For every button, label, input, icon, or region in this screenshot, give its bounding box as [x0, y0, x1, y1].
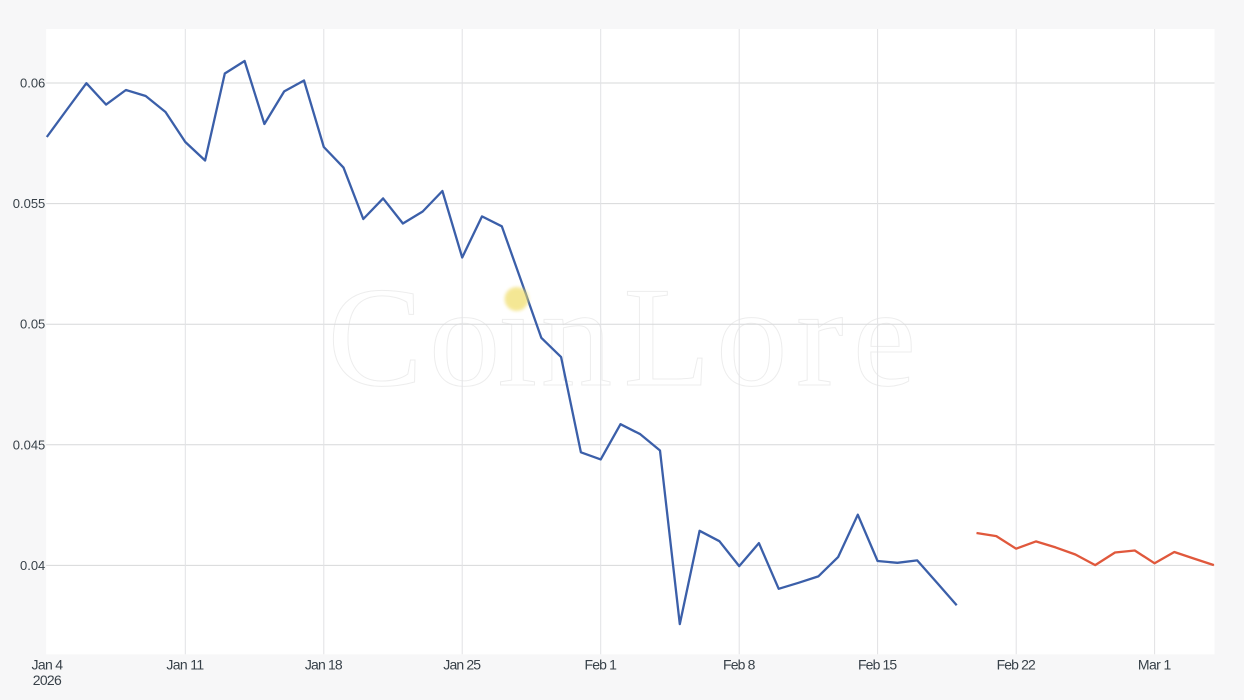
svg-text:0.055: 0.055 — [13, 196, 46, 211]
svg-text:0.06: 0.06 — [20, 76, 45, 91]
svg-text:Jan 18: Jan 18 — [305, 657, 343, 673]
svg-text:0.045: 0.045 — [13, 437, 46, 452]
svg-text:Mar 1: Mar 1 — [1138, 657, 1172, 673]
svg-text:Jan 25: Jan 25 — [443, 657, 481, 673]
svg-text:Feb 15: Feb 15 — [858, 657, 897, 673]
svg-text:Feb 8: Feb 8 — [723, 657, 756, 673]
svg-text:0.05: 0.05 — [20, 317, 45, 332]
svg-text:2026: 2026 — [33, 672, 62, 688]
svg-text:Feb 22: Feb 22 — [997, 657, 1036, 673]
svg-text:Feb 1: Feb 1 — [585, 657, 618, 673]
svg-text:0.04: 0.04 — [20, 558, 45, 573]
svg-text:Jan 11: Jan 11 — [166, 657, 204, 673]
svg-text:Jan 4: Jan 4 — [32, 657, 64, 673]
